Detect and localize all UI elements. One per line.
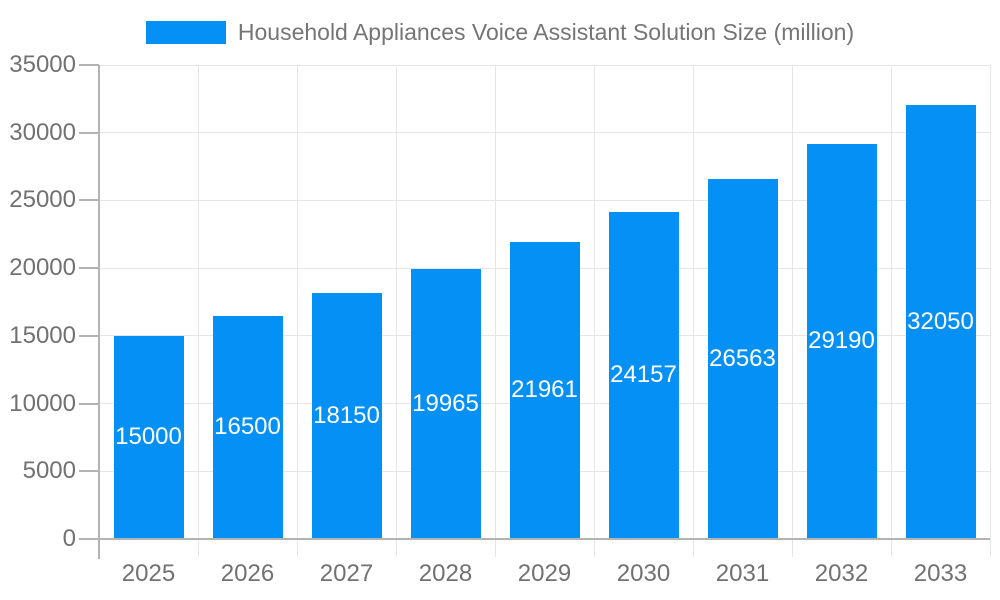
x-gridline [989, 65, 991, 557]
chart-legend: Household Appliances Voice Assistant Sol… [0, 19, 1000, 45]
bar [212, 315, 283, 539]
x-tick-label: 2033 [913, 560, 968, 587]
y-tick-label: 25000 [9, 186, 76, 214]
bar-value-label: 32050 [907, 307, 974, 335]
y-tick-label: 15000 [9, 321, 76, 349]
y-axis-tick [79, 131, 99, 134]
x-tick-label: 2030 [616, 560, 671, 587]
y-gridline [99, 64, 990, 66]
y-axis-tick [79, 470, 99, 473]
bar-value-label: 29190 [808, 327, 875, 355]
x-tick-label: 2025 [121, 560, 176, 587]
x-gridline [494, 65, 496, 557]
legend-swatch [145, 21, 226, 44]
x-gridline [890, 65, 892, 557]
x-gridline [296, 65, 298, 557]
y-gridline [99, 132, 990, 134]
y-tick-label: 30000 [9, 118, 76, 146]
bar-value-label: 21961 [511, 376, 578, 404]
x-tick-label: 2029 [517, 560, 572, 587]
bar-value-label: 26563 [709, 345, 776, 373]
y-axis-tick [79, 538, 99, 540]
x-gridline [395, 65, 397, 557]
bar-value-label: 16500 [214, 413, 281, 441]
bar-value-label: 18150 [313, 402, 380, 430]
bar [311, 293, 382, 539]
bar-value-label: 24157 [610, 361, 677, 389]
x-gridline [692, 65, 694, 557]
x-axis-line [99, 538, 990, 540]
y-axis-tick [79, 199, 99, 202]
y-axis-line [98, 65, 100, 559]
bar [509, 241, 580, 539]
legend-label: Household Appliances Voice Assistant Sol… [237, 19, 855, 45]
x-gridline [197, 65, 199, 557]
bar [113, 335, 184, 539]
x-gridline [791, 65, 793, 557]
bar-value-label: 15000 [115, 423, 182, 451]
y-axis-tick [79, 402, 99, 405]
x-tick-label: 2032 [814, 560, 869, 587]
y-tick-label: 0 [62, 525, 76, 552]
x-tick-label: 2028 [418, 560, 473, 587]
y-gridline [99, 199, 990, 201]
y-axis-tick [79, 64, 99, 66]
bar [410, 268, 481, 539]
x-tick-label: 2026 [220, 560, 275, 587]
x-tick-label: 2031 [715, 560, 770, 587]
y-tick-label: 5000 [22, 457, 76, 485]
y-tick-label: 20000 [9, 254, 76, 282]
y-axis-tick [79, 334, 99, 337]
y-tick-label: 10000 [9, 389, 76, 417]
y-axis-tick [79, 267, 99, 270]
x-gridline [593, 65, 595, 557]
x-tick-label: 2027 [319, 560, 374, 587]
bar [608, 211, 679, 539]
bar [806, 143, 877, 539]
bar [905, 104, 976, 539]
bar [707, 179, 778, 539]
bar-value-label: 19965 [412, 389, 479, 417]
y-tick-label: 35000 [9, 51, 76, 78]
